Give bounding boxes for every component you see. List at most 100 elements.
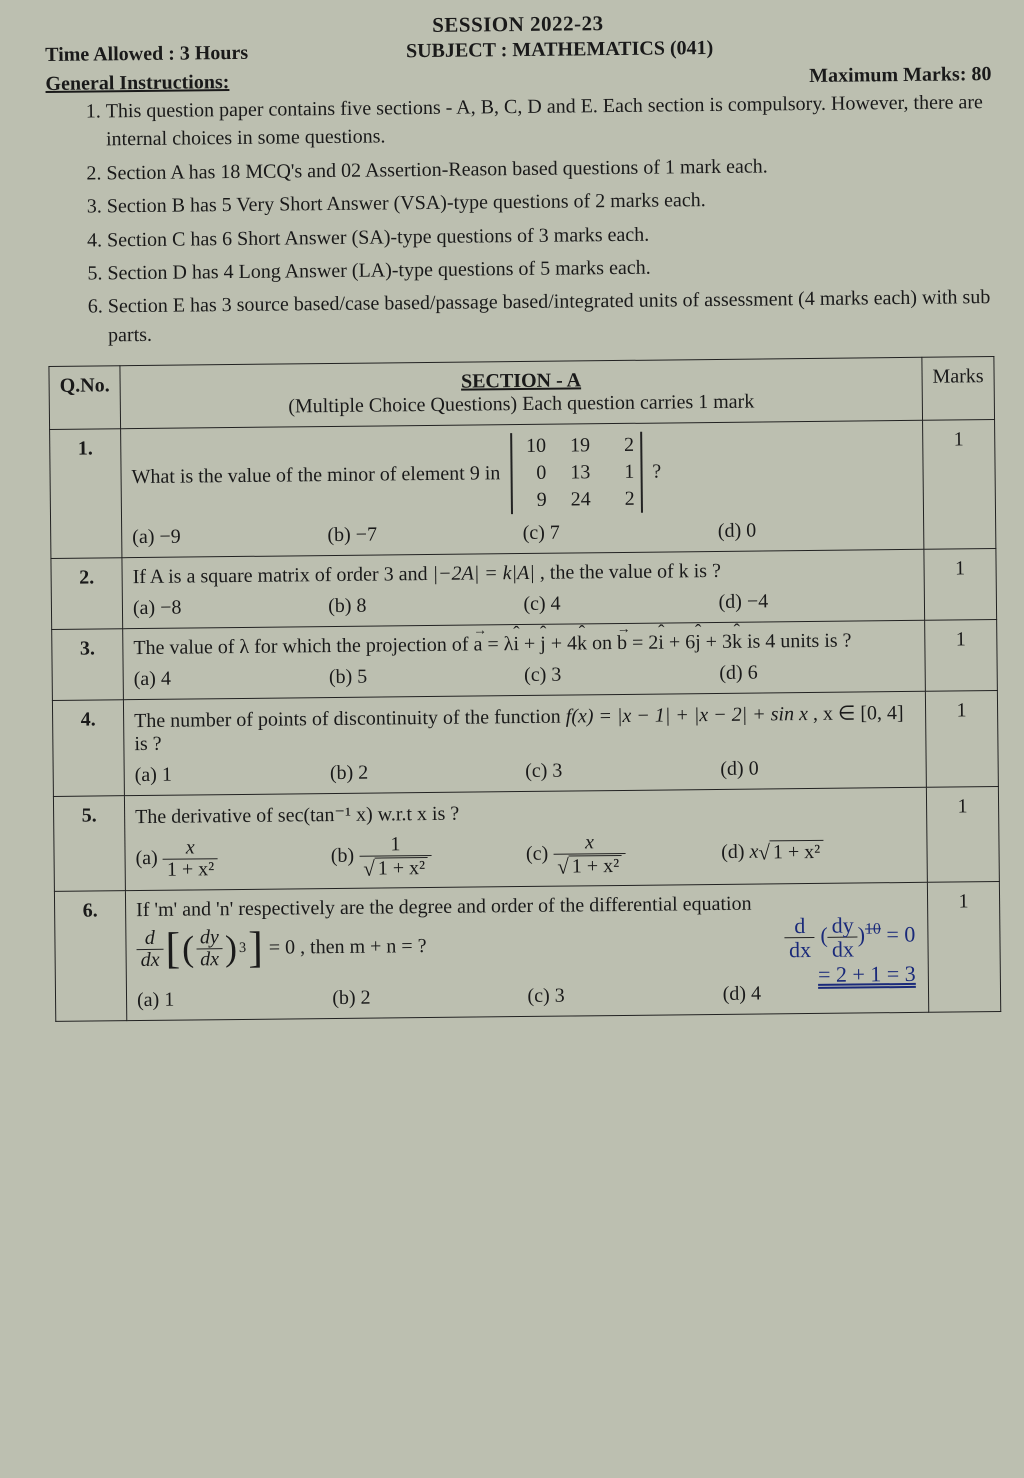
q3-opt-a: (a) 4 [134, 666, 329, 691]
q5-no: 5. [53, 796, 125, 891]
subject-line: SUBJECT : MATHEMATICS (041) [406, 37, 713, 63]
q2-opt-a: (a) −8 [133, 595, 328, 620]
max-marks: Maximum Marks: 80 [809, 63, 991, 88]
instr-1: This question paper contains five sectio… [106, 88, 993, 154]
q2-body: If A is a square matrix of order 3 and |… [122, 549, 925, 628]
m01: 19 [562, 432, 590, 459]
q1-opt-c: (c) 7 [523, 520, 718, 545]
instr-2: Section A has 18 MCQ's and 02 Assertion-… [106, 150, 992, 188]
col-qno: Q.No. [49, 366, 121, 430]
general-instructions-title: General Instructions: [45, 71, 229, 96]
instr-3: Section B has 5 Very Short Answer (VSA)-… [107, 183, 993, 221]
q5d-pre: x [749, 840, 758, 862]
q6-opt-a: (a) 1 [137, 987, 332, 1012]
q3-no: 3. [52, 629, 124, 701]
q6-dx: dx [137, 949, 164, 970]
table-row: 5. The derivative of sec(tan⁻¹ x) w.r.t … [53, 787, 999, 891]
hand-result: = 2 + 1 = 3 [785, 960, 916, 989]
col-marks: Marks [922, 357, 995, 421]
q4-opt-a: (a) 1 [135, 762, 330, 787]
q5-marks: 1 [926, 787, 999, 882]
q5a-den: 1 + x² [163, 859, 218, 881]
q2-text-b: , the the value of k is ? [540, 560, 721, 584]
q1-body: What is the value of the minor of elemen… [121, 420, 924, 557]
time-allowed: Time Allowed : 3 Hours [45, 42, 248, 67]
q1-opt-d: (d) 0 [718, 518, 913, 543]
question-table: Q.No. SECTION - A (Multiple Choice Quest… [48, 356, 1001, 1021]
q1-opt-b: (b) −7 [327, 522, 522, 547]
q1-marks: 1 [922, 420, 995, 550]
m20: 9 [518, 487, 546, 514]
q3-opt-c: (c) 3 [524, 662, 719, 687]
instructions-list: This question paper contains five sectio… [106, 88, 995, 349]
q2-opt-d: (d) −4 [718, 589, 913, 614]
q3-text-a: The value of λ for which the projection … [133, 634, 473, 660]
q2-no: 2. [51, 558, 123, 630]
q6-opt-b: (b) 2 [332, 985, 527, 1010]
m10: 0 [518, 460, 546, 487]
q2-text-a: If A is a square matrix of order 3 and [133, 563, 433, 588]
q1-matrix: 10 19 2 0 13 1 9 24 2 [510, 432, 643, 514]
table-row: 3. The value of λ for which the projecti… [52, 620, 998, 701]
q5c-num: x [553, 832, 626, 855]
q5d-sr: 1 + x² [770, 840, 824, 865]
q1-text-post: ? [652, 461, 661, 484]
q6-opt-c: (c) 3 [527, 982, 722, 1007]
table-row: 2. If A is a square matrix of order 3 an… [51, 549, 997, 630]
handwritten-annotation: ddx (dydx)10 = 0 = 2 + 1 = 3 [785, 912, 916, 988]
q3-marks: 1 [925, 620, 998, 692]
m21: 24 [562, 486, 590, 513]
q6-dy: dy [196, 927, 223, 949]
q2-opt-c: (c) 4 [523, 591, 718, 616]
m00: 10 [518, 433, 546, 460]
instr-5: Section D has 4 Long Answer (LA)-type qu… [107, 250, 993, 288]
q5-body: The derivative of sec(tan⁻¹ x) w.r.t x i… [124, 787, 927, 890]
table-row: 6. If 'm' and 'n' respectively are the d… [54, 881, 1000, 1021]
q3-body: The value of λ for which the projection … [123, 620, 926, 699]
q6-d: d [136, 927, 163, 949]
instr-4: Section C has 6 Short Answer (SA)-type q… [107, 217, 993, 255]
q5b-den: 1 + x² [375, 857, 429, 880]
q5b-num: 1 [359, 834, 432, 857]
q3-text-c: is 4 units is ? [747, 630, 852, 653]
q5d-label: (d) [721, 841, 745, 863]
q6-dx2: dx [196, 949, 223, 970]
q3-vec-b: b [617, 632, 627, 655]
q6-eqtail: = 0 , then m + n = ? [269, 935, 427, 960]
q5a-num: x [163, 837, 219, 860]
q5-opt-b: (b) 11 + x² [331, 833, 527, 879]
q6-marks: 1 [927, 881, 1000, 1012]
q4-body: The number of points of discontinuity of… [123, 691, 926, 795]
q1-no: 1. [50, 429, 122, 559]
q5-opt-c: (c) x1 + x² [526, 831, 722, 877]
m02: 2 [606, 432, 634, 459]
q4-opt-d: (d) 0 [720, 756, 915, 781]
q4-no: 4. [52, 700, 124, 797]
q2-opt-b: (b) 8 [328, 593, 523, 618]
q5-opt-d: (d) x 1 + x² [721, 839, 916, 866]
q5a-label: (a) [135, 847, 157, 869]
q4-marks: 1 [925, 691, 998, 788]
m22: 2 [606, 486, 634, 513]
q6-body: If 'm' and 'n' respectively are the degr… [125, 882, 928, 1020]
table-row: 1. What is the value of the minor of ele… [50, 420, 996, 559]
q6-no: 6. [54, 890, 126, 1021]
q3-opt-d: (d) 6 [719, 660, 914, 685]
section-header-cell: SECTION - A (Multiple Choice Questions) … [120, 357, 923, 428]
q3-text-b: on [592, 632, 617, 654]
q5c-label: (c) [526, 843, 548, 865]
q4-fx: f(x) = |x − 1| + |x − 2| + sin x [566, 703, 808, 728]
q5c-den: 1 + x² [569, 854, 623, 877]
q5b-label: (b) [331, 845, 355, 867]
q4-opt-c: (c) 3 [525, 758, 720, 783]
q4-opt-b: (b) 2 [330, 760, 525, 785]
m12: 1 [606, 459, 634, 486]
q2-marks: 1 [924, 549, 997, 621]
m11: 13 [562, 459, 590, 486]
table-row: 4. The number of points of discontinuity… [52, 691, 998, 797]
q1-text-pre: What is the value of the minor of elemen… [131, 462, 500, 489]
q1-opt-a: (a) −9 [132, 524, 327, 549]
q3-opt-b: (b) 5 [329, 664, 524, 689]
q5-opt-a: (a) x1 + x² [135, 836, 331, 881]
q4-text-a: The number of points of discontinuity of… [134, 706, 566, 733]
